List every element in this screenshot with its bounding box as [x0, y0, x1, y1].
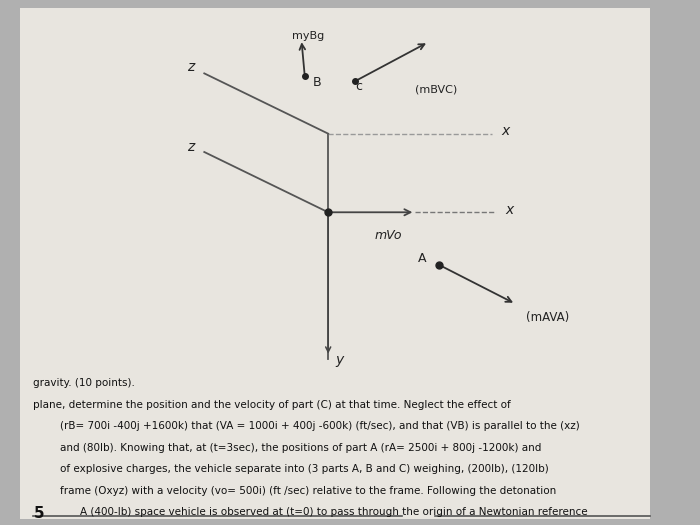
Text: c: c [355, 80, 362, 93]
Text: z: z [188, 140, 195, 154]
Text: 5: 5 [34, 506, 44, 521]
Text: B: B [312, 76, 321, 89]
Text: x: x [501, 124, 509, 138]
Text: A (400-lb) space vehicle is observed at (t=0) to pass through the origin of a Ne: A (400-lb) space vehicle is observed at … [80, 507, 588, 517]
Text: of explosive charges, the vehicle separate into (3 parts A, B and C) weighing, (: of explosive charges, the vehicle separa… [60, 465, 549, 475]
Text: A: A [418, 251, 426, 265]
Text: plane, determine the position and the velocity of part (C) at that time. Neglect: plane, determine the position and the ve… [34, 400, 511, 410]
Text: gravity. (10 points).: gravity. (10 points). [34, 379, 135, 388]
Text: and (80lb). Knowing that, at (t=3sec), the positions of part A (rA= 2500i + 800j: and (80lb). Knowing that, at (t=3sec), t… [60, 443, 542, 453]
FancyBboxPatch shape [20, 8, 650, 519]
Text: y: y [335, 353, 343, 367]
Text: x: x [505, 203, 514, 217]
Text: (mBVC): (mBVC) [415, 84, 458, 94]
Text: (mAVA): (mAVA) [526, 311, 569, 323]
Text: myBg: myBg [292, 32, 324, 41]
Text: z: z [188, 59, 195, 74]
Text: (rB= 700i -400j +1600k) that (VA = 1000i + 400j -600k) (ft/sec), and that (VB) i: (rB= 700i -400j +1600k) that (VA = 1000i… [60, 422, 580, 432]
Text: mVo: mVo [374, 229, 402, 243]
Text: frame (Oxyz) with a velocity (vo= 500i) (ft /sec) relative to the frame. Followi: frame (Oxyz) with a velocity (vo= 500i) … [60, 486, 557, 496]
